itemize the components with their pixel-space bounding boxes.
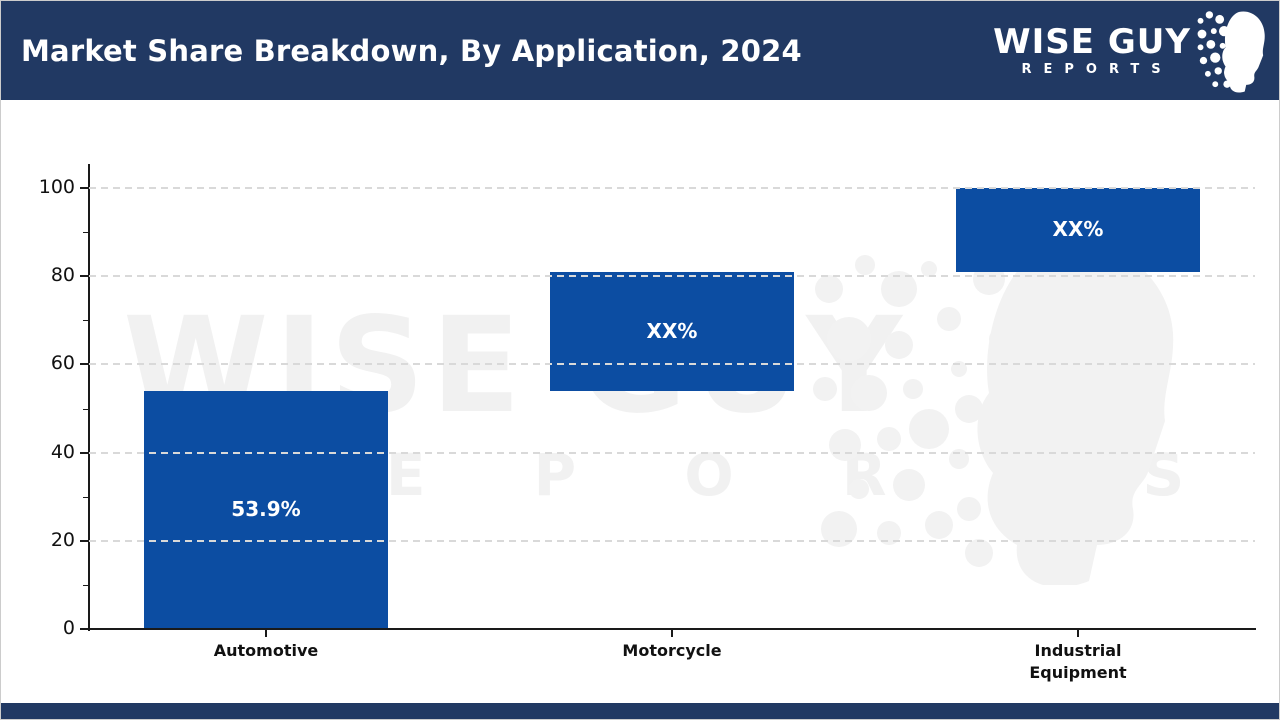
y-major-tick [80, 363, 88, 366]
y-tick-label: 0 [62, 617, 75, 639]
y-minor-tick [83, 584, 88, 586]
logo-text: WISE GUY REPORTS [993, 21, 1191, 78]
y-minor-tick [83, 232, 88, 234]
x-category-label: Industrial Equipment [1029, 641, 1127, 682]
y-tick-label: 40 [50, 440, 75, 463]
y-gridline [89, 275, 1255, 278]
bar-segment [550, 271, 794, 392]
y-major-tick [80, 628, 88, 630]
y-gridline [89, 187, 1255, 189]
x-major-tick [1077, 629, 1079, 637]
wise-guy-logo: WISE GUY REPORTS [993, 7, 1267, 95]
bar-value-label: XX% [1052, 216, 1104, 241]
y-minor-tick [83, 496, 88, 498]
y-axis-line [88, 164, 90, 631]
chart-title: Market Share Breakdown, By Application, … [21, 33, 802, 68]
y-minor-tick [83, 320, 88, 322]
logo-head-icon [1197, 11, 1265, 93]
logo-subtitle: REPORTS [1021, 62, 1173, 78]
y-major-tick [80, 187, 88, 189]
watermark-head-icon [813, 241, 1174, 585]
x-major-tick [265, 629, 267, 637]
x-category-label: Automotive [213, 641, 319, 660]
y-major-tick [80, 451, 88, 454]
logo-wordmark: WISE GUY [993, 21, 1191, 62]
y-gridline [89, 451, 1255, 454]
y-tick-label: 80 [50, 264, 75, 287]
bar-segment [956, 188, 1200, 272]
y-gridline [89, 539, 1255, 542]
header-bar: Market Share Breakdown, By Application, … [1, 1, 1279, 100]
y-major-tick [80, 275, 88, 278]
bar-value-label: 53.9% [231, 497, 301, 522]
bar-segment [144, 391, 388, 629]
y-minor-tick [83, 408, 88, 410]
y-gridline [89, 363, 1255, 366]
footer-bar [1, 703, 1279, 719]
y-tick-label: 20 [50, 528, 75, 551]
y-major-tick [80, 539, 88, 542]
y-tick-label: 100 [38, 176, 75, 198]
y-tick-label: 60 [50, 352, 75, 375]
x-major-tick [671, 629, 673, 637]
bar-value-label: XX% [646, 318, 698, 343]
x-category-label: Motorcycle [622, 641, 722, 660]
